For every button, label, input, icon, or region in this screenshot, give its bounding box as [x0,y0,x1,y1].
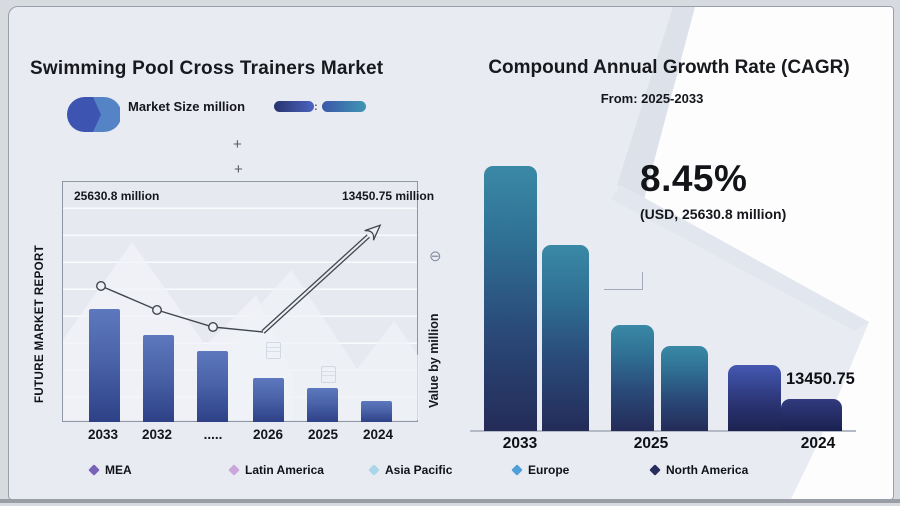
diamond-icon [511,464,523,476]
trend-line-arrow [96,224,382,334]
diamond-icon [228,464,240,476]
plus-mark-icon: + [234,161,243,178]
ratio-separator: : [314,101,318,113]
corner-line-decoration [604,272,643,290]
right-chart-axis-line [470,430,856,432]
callout-value: 13450.75 [786,370,855,388]
bottom-frame-strip [0,499,900,503]
right-chart-subtitle: From: 2025-2033 [600,91,704,106]
cagr-value: 8.45% [640,158,748,199]
left-chart-title: Swimming Pool Cross Trainers Market [30,58,384,79]
left-x-label-2: ..... [203,427,223,442]
legend-item-latin-america: Latin America [228,463,324,477]
cagr-note: (USD, 25630.8 million) [640,206,787,222]
market-size-bar-2032 [143,335,174,422]
cagr-bar-4 [728,365,781,431]
left-x-label-5: 2024 [362,427,394,442]
market-size-bar-2033 [89,309,120,422]
cagr-bar-3 [661,346,708,431]
legend-item-north-america: North America [649,463,749,477]
market-size-bar-2024 [361,401,392,422]
right-x-label-2025: 2025 [633,435,669,452]
market-size-bar-2025 [307,388,338,422]
cagr-bar-2 [611,325,654,431]
legend-item-mea: MEA [88,463,132,477]
right-x-label-2024: 2024 [800,435,836,452]
left-plot-area [62,181,419,422]
start-value-label: 25630.8 million [74,189,160,203]
right-chart-title: Compound Annual Growth Rate (CAGR) [488,57,850,78]
document-watermark-icon [321,366,336,383]
plus-mark-icon: + [233,136,242,153]
legend-label: Europe [528,463,570,477]
circled-minus-icon: ⊖ [429,248,442,265]
market-size-bar-..... [197,351,228,422]
ratio-pill-end [322,101,366,112]
series-label: Market Size million [128,99,246,114]
diamond-icon [649,464,661,476]
left-x-label-4: 2025 [307,427,339,442]
legend-label: Asia Pacific [385,463,453,477]
diamond-icon [88,464,100,476]
cylinder-icon [67,97,120,132]
left-x-label-3: 2026 [252,427,284,442]
legend-label: North America [666,463,749,477]
diamond-icon [368,464,380,476]
cagr-bar-0 [484,166,537,431]
left-x-label-1: 2032 [141,427,173,442]
left-chart-y-axis-label: Value by million [427,313,441,408]
end-value-label: 13450.75 million [342,189,435,203]
cagr-bar-5 [781,399,842,431]
legend-label: Latin America [245,463,324,477]
left-x-label-0: 2033 [87,427,119,442]
legend-item-asia-pacific: Asia Pacific [368,463,453,477]
right-x-label-2033: 2033 [502,435,538,452]
legend-item-europe: Europe [511,463,570,477]
legend-label: MEA [105,463,132,477]
ratio-pill-start [274,101,314,112]
side-watermark-text: FUTURE MARKET REPORT [34,244,46,404]
cagr-bar-1 [542,245,589,431]
market-size-bar-2026 [253,378,284,422]
document-watermark-icon [266,342,281,359]
